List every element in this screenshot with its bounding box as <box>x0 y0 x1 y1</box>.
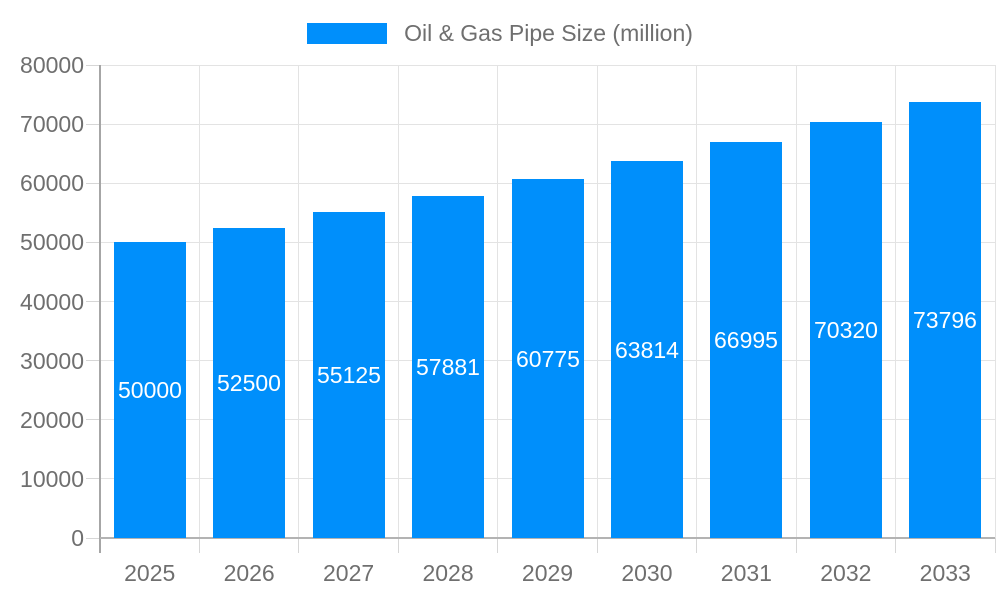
bar-2025[interactable]: 50000 <box>114 242 186 538</box>
x-gridline <box>596 65 598 538</box>
bar-value-label: 50000 <box>118 377 182 403</box>
x-axis-label: 2029 <box>521 560 574 586</box>
legend-swatch-icon <box>307 22 388 44</box>
bar-2033[interactable]: 73796 <box>909 102 981 538</box>
y-axis-label: 20000 <box>20 406 84 433</box>
x-axis-tick <box>397 538 399 553</box>
y-axis-label: 30000 <box>20 347 84 374</box>
x-axis-tick <box>298 538 300 553</box>
x-axis-tick <box>795 538 797 553</box>
y-axis-label: 0 <box>71 525 84 551</box>
y-axis-tick <box>86 419 100 421</box>
x-axis-label: 2025 <box>124 560 176 586</box>
x-axis-label: 2032 <box>820 560 872 586</box>
y-axis-tick <box>86 537 100 539</box>
bar-value-label: 57881 <box>416 354 480 380</box>
y-axis-tick <box>86 241 100 243</box>
x-axis-tick <box>198 538 200 553</box>
x-gridline <box>994 65 996 538</box>
y-gridline <box>100 123 995 125</box>
y-axis-label: 10000 <box>20 465 84 492</box>
x-axis-label: 2028 <box>422 560 474 586</box>
x-gridline <box>696 65 698 538</box>
x-axis-label: 2027 <box>323 560 375 586</box>
x-axis-tick <box>895 538 897 553</box>
y-axis-tick <box>86 182 100 184</box>
y-axis-tick <box>86 301 100 302</box>
x-axis-tick <box>696 538 698 553</box>
x-axis-label: 2031 <box>720 560 772 586</box>
y-axis-label: 50000 <box>20 229 84 256</box>
bar-value-label: 73796 <box>913 307 977 333</box>
y-axis-label: 60000 <box>20 170 84 197</box>
bar-2030[interactable]: 63814 <box>611 161 683 538</box>
bar-value-label: 70320 <box>814 317 878 343</box>
bar-2032[interactable]: 70320 <box>810 122 882 538</box>
bar-2027[interactable]: 55125 <box>313 212 385 538</box>
bar-2026[interactable]: 52500 <box>213 228 285 538</box>
x-gridline <box>298 65 300 538</box>
x-gridline <box>497 65 499 538</box>
y-axis-tick <box>86 478 100 480</box>
y-gridline <box>100 64 995 66</box>
x-axis-label: 2033 <box>919 560 971 586</box>
bar-2031[interactable]: 66995 <box>710 142 782 538</box>
bar-2028[interactable]: 57881 <box>412 196 484 538</box>
y-axis-label: 70000 <box>20 111 84 138</box>
bar-2029[interactable]: 60775 <box>512 179 584 538</box>
bar-value-label: 55125 <box>317 362 381 388</box>
x-axis-label: 2030 <box>621 560 673 586</box>
x-gridline <box>795 65 797 538</box>
y-axis-tick <box>86 64 100 66</box>
y-axis-label: 40000 <box>20 288 84 315</box>
y-axis-label: 80000 <box>20 52 84 78</box>
legend-label: Oil & Gas Pipe Size (million) <box>404 20 693 46</box>
x-gridline <box>397 65 399 538</box>
y-axis-tick <box>86 360 100 362</box>
x-axis-tick <box>497 538 499 553</box>
chart-legend[interactable]: Oil & Gas Pipe Size (million) <box>0 20 1000 46</box>
y-axis-line <box>99 65 101 553</box>
x-gridline <box>895 65 897 538</box>
bar-value-label: 66995 <box>714 327 778 353</box>
x-axis-line <box>100 537 995 539</box>
x-gridline <box>198 65 200 538</box>
x-axis-label: 2026 <box>223 560 275 586</box>
bar-value-label: 52500 <box>217 370 281 396</box>
x-axis-tick <box>596 538 598 553</box>
bar-value-label: 60775 <box>516 345 580 372</box>
x-axis-tick <box>994 538 996 553</box>
y-axis-tick <box>86 123 100 125</box>
bar-value-label: 63814 <box>615 336 679 363</box>
